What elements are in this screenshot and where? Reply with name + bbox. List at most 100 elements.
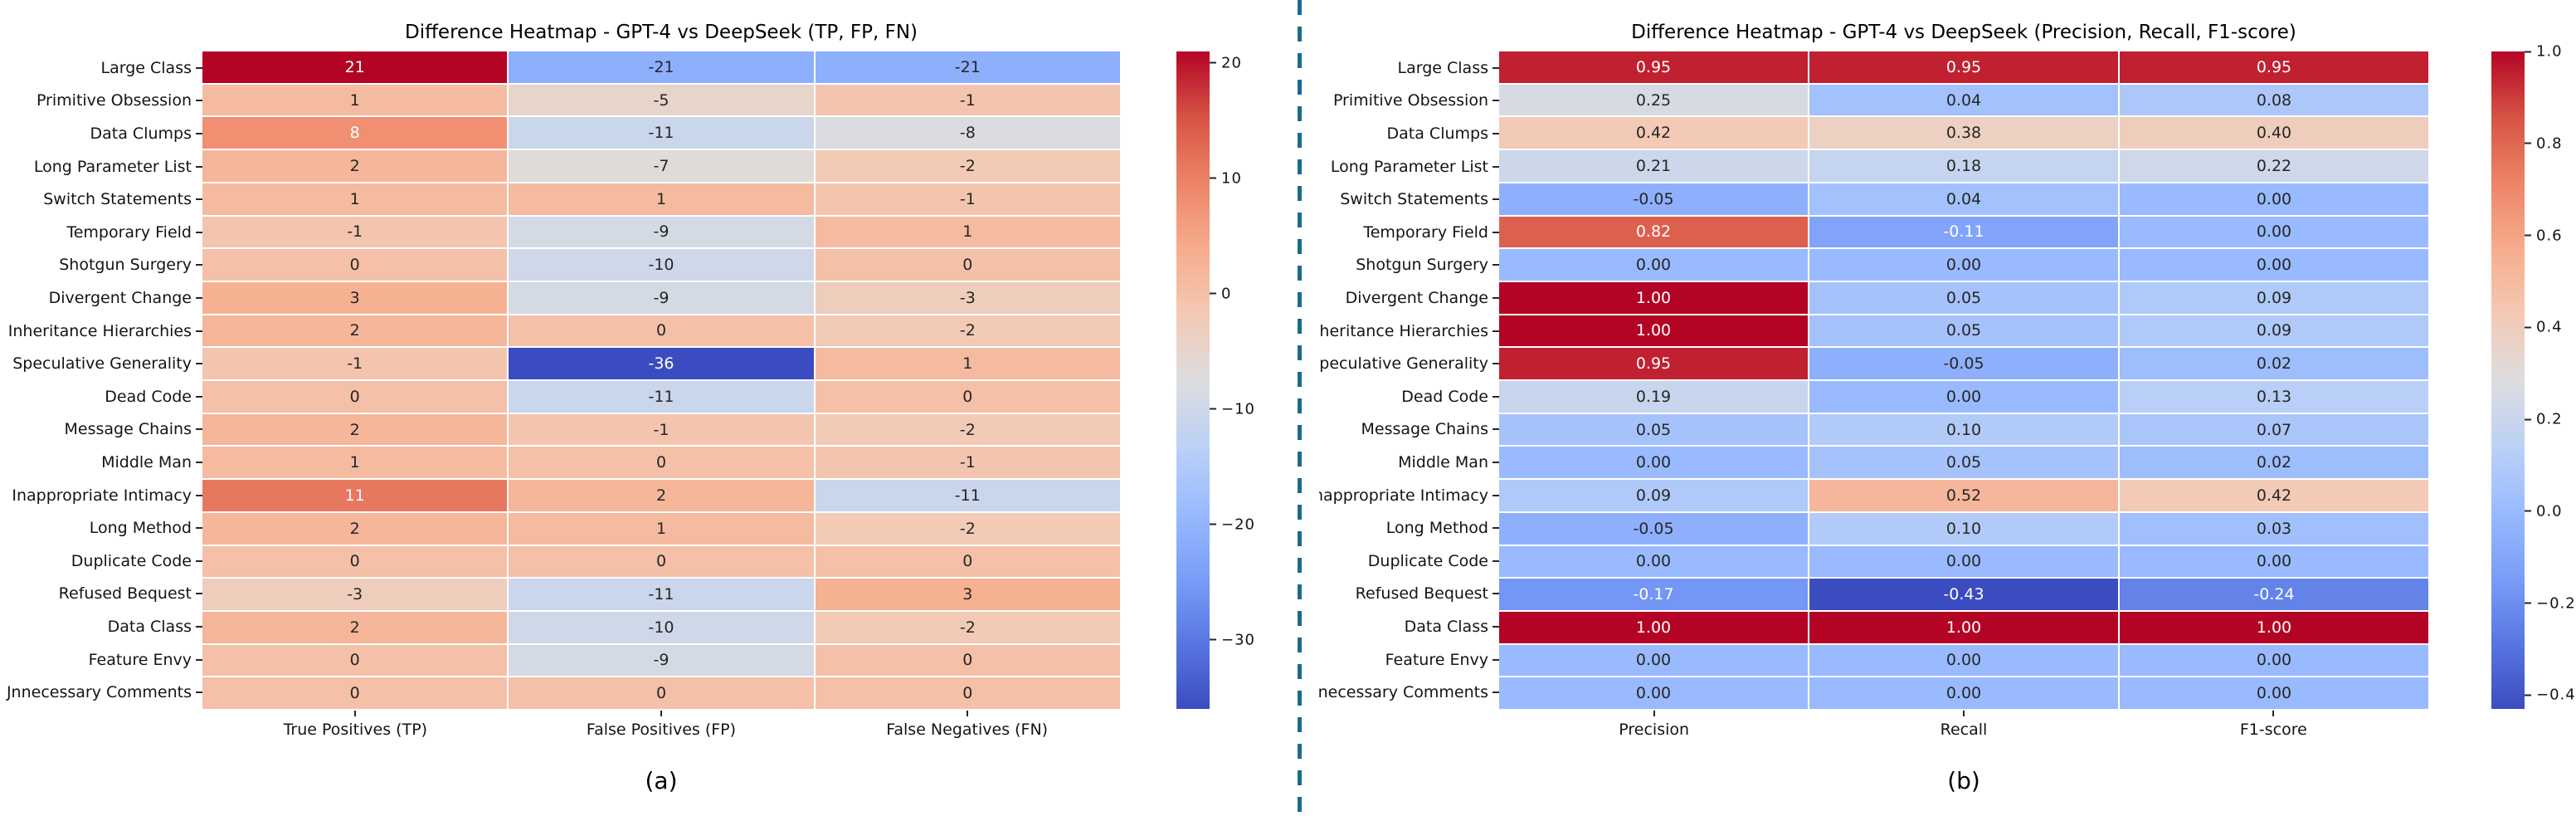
heatmap-cell: -3 <box>202 579 508 610</box>
heatmap-cell: -1 <box>815 84 1120 116</box>
heatmap-cell: -1 <box>815 183 1120 215</box>
row-label: Divergent Change <box>0 281 202 315</box>
heatmap-cell: 0.95 <box>1809 51 2118 83</box>
heatmap-cell: 0.10 <box>1809 512 2118 545</box>
row-label: Message Chains <box>1319 413 1499 447</box>
heatmap-cell: 0.25 <box>1499 84 1808 116</box>
column-labels: True Positives (TP) False Positives (FP) F… <box>202 711 1120 739</box>
heatmap-figure-b: Difference Heatmap - GPT-4 vs DeepSeek (… <box>1319 0 2576 816</box>
heatmap-cell: -36 <box>509 348 814 379</box>
row-label: Long Method <box>1319 511 1499 545</box>
heatmap-cell: -1 <box>509 413 814 446</box>
heatmap-cell: 0.42 <box>2120 480 2428 511</box>
column-label: Recall <box>1809 711 2118 739</box>
row-labels: Large Class Primitive Obsession Data Clump… <box>0 51 202 709</box>
colorbar-tick-label: 1.0 <box>2525 43 2563 61</box>
heatmap-grid: 21 -21 -21 1 -5 -1 8 -11 -8 2 -7 -2 1 1 -1 -1 -9 1 0 -10 0 3-… <box>202 51 1120 709</box>
row-label: Middle Man <box>0 446 202 479</box>
heatmap-cell: 2 <box>202 413 508 446</box>
colorbar-tick-label: −10 <box>1210 400 1255 418</box>
heatmap-cell: 0.95 <box>1499 348 1808 379</box>
column-label: Precision <box>1499 711 1809 739</box>
heatmap-cell: 1 <box>202 447 508 479</box>
heatmap-cell: 2 <box>202 611 508 643</box>
heatmap-cell: -2 <box>815 150 1120 182</box>
heatmap-cell: 0.09 <box>1499 480 1808 511</box>
row-label: Speculative Generality <box>1319 347 1499 380</box>
heatmap-cell: -0.24 <box>2120 579 2428 610</box>
heatmap-cell: 0 <box>509 447 814 479</box>
colorbar-tick-label: 0.0 <box>2525 502 2563 520</box>
row-label: Long Parameter List <box>1319 150 1499 183</box>
heatmap-cell: 0 <box>815 249 1120 281</box>
heatmap-cell: 0.05 <box>1809 447 2118 479</box>
row-label: Large Class <box>0 51 202 85</box>
row-label: Primitive Obsession <box>0 85 202 118</box>
heatmap-cell: 0.38 <box>1809 117 2118 149</box>
heatmap-cell: 0.95 <box>2120 51 2428 83</box>
heatmap-cell: 0.02 <box>2120 348 2428 379</box>
row-label: Data Class <box>1319 610 1499 643</box>
heatmap-cell: 0.00 <box>2120 644 2428 677</box>
heatmap-cell: 0 <box>202 545 508 578</box>
heatmap-cell: 0.00 <box>1499 545 1808 578</box>
heatmap-cell: -2 <box>815 611 1120 643</box>
heatmap-cell: -8 <box>815 117 1120 149</box>
heatmap-cell: 21 <box>202 51 508 83</box>
colorbar-tick-label: 0.4 <box>2525 319 2563 336</box>
heatmap-cell: -0.11 <box>1809 216 2118 248</box>
heatmap-cell: -3 <box>815 281 1120 314</box>
heatmap-cell: 0.21 <box>1499 150 1808 182</box>
heatmap-cell: 0.19 <box>1499 381 1808 413</box>
heatmap-cell: 0 <box>815 545 1120 578</box>
heatmap-cell: 2 <box>509 480 814 511</box>
row-label: Long Method <box>0 511 202 545</box>
heatmap-cell: 1.00 <box>1499 281 1808 314</box>
heatmap-cell: -11 <box>815 480 1120 511</box>
heatmap-cell: 1.00 <box>2120 611 2428 643</box>
heatmap-cell: 1 <box>202 84 508 116</box>
chart-title: Difference Heatmap - GPT-4 vs DeepSeek (… <box>404 22 918 43</box>
row-label: Feature Envy <box>0 643 202 677</box>
heatmap-cell: 0.00 <box>1499 249 1808 281</box>
heatmap-cell: 1 <box>815 216 1120 248</box>
column-label: False Positives (FP) <box>509 711 815 739</box>
colorbar-gradient <box>1176 51 1210 709</box>
figure-caption: (a) <box>645 767 678 794</box>
heatmap-cell: 0.00 <box>1809 545 2118 578</box>
heatmap-cell: 0.00 <box>2120 677 2428 709</box>
heatmap-cell: 0 <box>815 381 1120 413</box>
heatmap-cell: 1 <box>509 183 814 215</box>
colorbar-tick-label: 0.2 <box>2525 411 2563 428</box>
heatmap-cell: 0.00 <box>2120 183 2428 215</box>
heatmap-cell: 0.03 <box>2120 512 2428 545</box>
colorbar: 1.0 0.8 0.6 0.4 0.2 0.0 −0.2 −0.4 <box>2491 43 2576 709</box>
row-label: Temporary Field <box>0 216 202 249</box>
heatmap-cell: 0.05 <box>1499 413 1808 446</box>
heatmap-cell: 0.00 <box>1499 447 1808 479</box>
colorbar: 20 10 0 −10 −20 −30 <box>1176 51 1268 709</box>
chart-title: Difference Heatmap - GPT-4 vs DeepSeek (… <box>1631 22 2296 43</box>
row-label: Duplicate Code <box>0 545 202 578</box>
row-label: Temporary Field <box>1319 216 1499 249</box>
heatmap-cell: -2 <box>815 315 1120 347</box>
row-label: Message Chains <box>0 413 202 447</box>
heatmap-cell: 0.00 <box>2120 545 2428 578</box>
heatmap-cell: 1 <box>815 348 1120 379</box>
heatmap-cell: 0 <box>202 381 508 413</box>
colorbar-tick-label: 0.6 <box>2525 227 2563 244</box>
heatmap-cell: -2 <box>815 512 1120 545</box>
row-label: Middle Man <box>1319 446 1499 479</box>
heatmap-cell: 0.00 <box>2120 216 2428 248</box>
heatmap-cell: -7 <box>509 150 814 182</box>
heatmap-cell: 0.00 <box>1809 644 2118 677</box>
heatmap-cell: 0.04 <box>1809 183 2118 215</box>
row-label: Duplicate Code <box>1319 545 1499 578</box>
column-label: True Positives (TP) <box>202 711 509 739</box>
colorbar-tick-label: −20 <box>1210 515 1255 533</box>
row-label: Dead Code <box>0 380 202 413</box>
heatmap-cell: 0 <box>202 249 508 281</box>
heatmap-cell: -11 <box>509 579 814 610</box>
row-label: Feature Envy <box>1319 643 1499 677</box>
row-label: Refused Bequest <box>1319 578 1499 611</box>
